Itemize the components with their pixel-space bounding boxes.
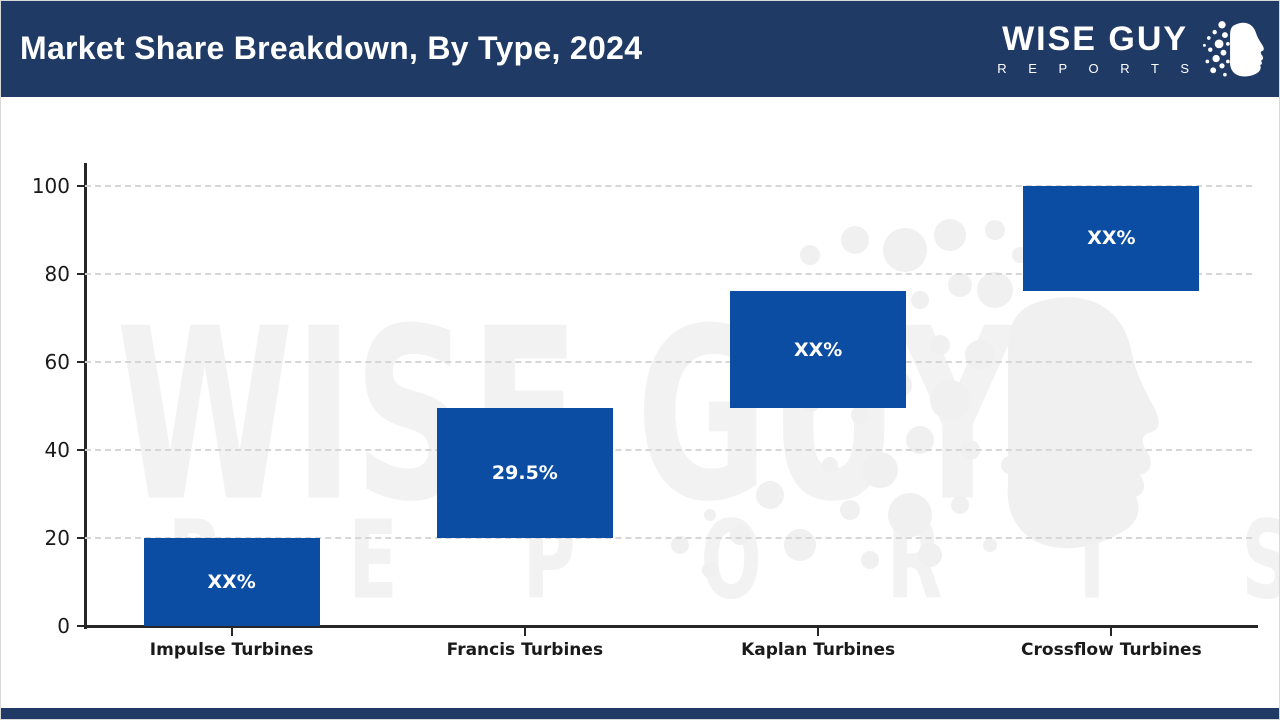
y-tick-mark [77, 272, 84, 275]
logo-face-icon [1202, 21, 1264, 77]
bar-value-label: XX% [207, 570, 256, 593]
x-axis-line [84, 625, 1258, 628]
bar-impulse-turbines: XX% [143, 537, 320, 626]
y-tick-label: 100 [31, 173, 70, 198]
brand-logo: WISE GUY R E P O R T S [992, 6, 1266, 92]
x-category-label: Francis Turbines [446, 640, 604, 660]
x-category-label: Impulse Turbines [149, 640, 314, 660]
y-tick-label: 20 [44, 525, 70, 550]
gridline [85, 184, 1252, 187]
x-category-label: Crossflow Turbines [1021, 640, 1202, 660]
x-tick-mark [1110, 628, 1113, 636]
bar-value-label: 29.5% [491, 461, 558, 484]
bar-value-label: XX% [793, 338, 843, 361]
page-title: Market Share Breakdown, By Type, 2024 [20, 30, 643, 66]
bar-francis-turbines: 29.5% [436, 407, 613, 538]
y-tick-label: 40 [44, 437, 70, 462]
x-tick-mark [523, 628, 526, 636]
y-tick-mark [77, 448, 84, 451]
header-bar: Market Share Breakdown, By Type, 2024 WI… [0, 0, 1280, 97]
y-tick-mark [77, 184, 84, 187]
y-tick-label: 60 [44, 349, 70, 374]
y-tick-label: 0 [57, 614, 70, 638]
x-tick-mark [817, 628, 820, 636]
brand-logo-text: WISE GUY R E P O R T S [992, 22, 1198, 76]
x-tick-mark [230, 628, 233, 636]
y-tick-label: 80 [44, 261, 70, 286]
bar-crossflow-turbines: XX% [1023, 185, 1200, 292]
gridline [85, 360, 1252, 363]
bar-kaplan-turbines: XX% [730, 291, 907, 408]
gridline [85, 448, 1252, 451]
y-tick-mark [77, 360, 84, 363]
gridline [85, 536, 1252, 539]
brand-subname: R E P O R T S [997, 61, 1198, 76]
x-category-label: Kaplan Turbines [741, 640, 896, 660]
footer-bar [0, 708, 1280, 720]
bar-value-label: XX% [1087, 227, 1136, 250]
y-tick-mark [77, 536, 84, 539]
y-tick-mark [77, 625, 84, 627]
gridline [85, 272, 1252, 275]
brand-name: WISE GUY [1002, 20, 1189, 58]
y-axis-line [84, 163, 87, 629]
